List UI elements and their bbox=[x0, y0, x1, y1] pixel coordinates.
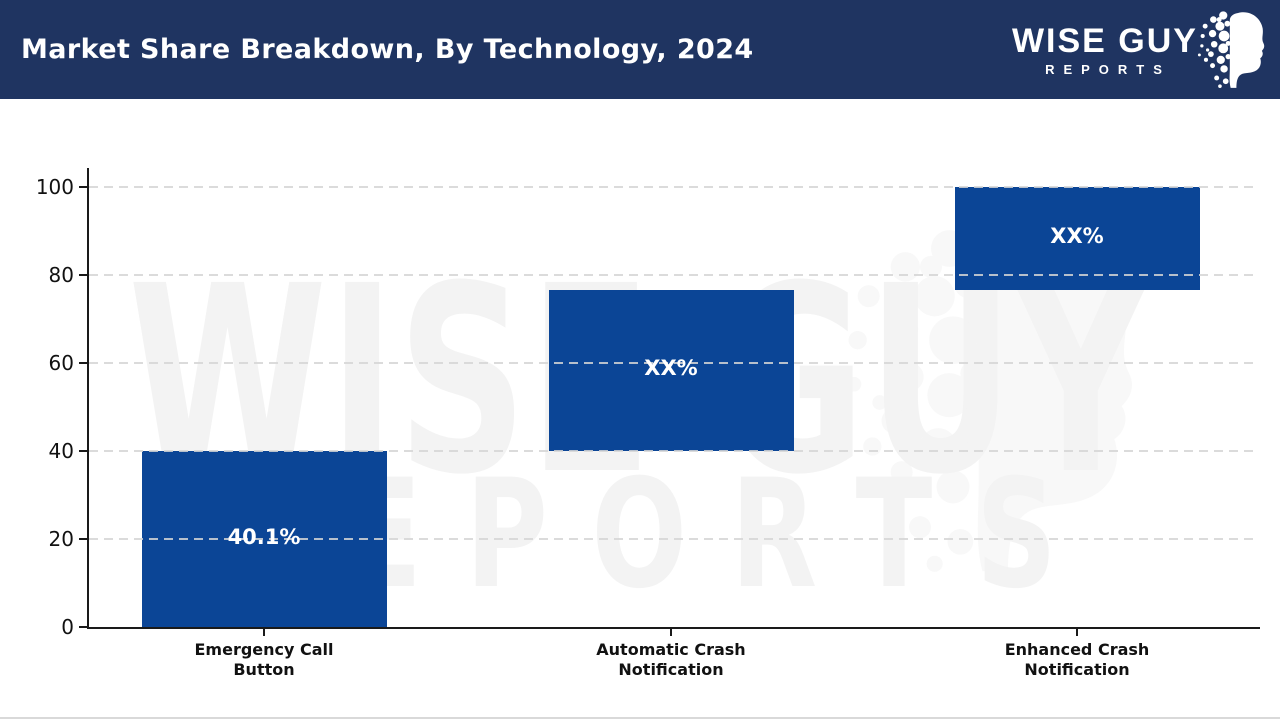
y-axis-line bbox=[87, 168, 89, 629]
chart-title: Market Share Breakdown, By Technology, 2… bbox=[21, 34, 754, 65]
y-tick-mark bbox=[79, 362, 87, 364]
y-tick-mark bbox=[79, 538, 87, 540]
x-category-label: Automatic Crash Notification bbox=[541, 640, 801, 680]
x-category-line1: Enhanced Crash bbox=[1004, 640, 1150, 659]
y-tick-mark bbox=[79, 186, 87, 188]
x-category-label: Emergency Call Button bbox=[134, 640, 394, 680]
x-category-line2: Notification bbox=[618, 660, 724, 679]
logo-wiseguy-label: WISE GUY bbox=[1011, 21, 1198, 60]
x-tick-mark bbox=[1076, 629, 1078, 636]
wiseguy-logo: WISE GUY REPORTS bbox=[1012, 6, 1266, 94]
header-bar: Market Share Breakdown, By Technology, 2… bbox=[0, 0, 1280, 99]
y-tick-label: 60 bbox=[48, 351, 74, 375]
wiseguy-head-watermark-icon bbox=[836, 230, 1133, 572]
bar-segment bbox=[548, 289, 794, 451]
logo-reports-label: REPORTS bbox=[1045, 61, 1171, 77]
y-tick-mark bbox=[79, 450, 87, 452]
y-tick-label: 20 bbox=[48, 527, 74, 551]
footer-divider bbox=[0, 717, 1280, 719]
bar-segment bbox=[954, 187, 1200, 290]
bar-value-label: 40.1% bbox=[227, 524, 301, 549]
x-tick-mark bbox=[670, 629, 672, 636]
y-tick-mark bbox=[79, 626, 87, 628]
y-tick-label: 0 bbox=[61, 615, 74, 639]
wiseguy-head-icon bbox=[1197, 11, 1265, 88]
bar-value-label: XX% bbox=[644, 356, 698, 381]
y-tick-label: 80 bbox=[48, 263, 74, 287]
x-axis-line bbox=[87, 627, 1260, 629]
gridline bbox=[89, 362, 1258, 364]
x-tick-mark bbox=[263, 629, 265, 636]
gridline bbox=[89, 274, 1258, 276]
y-tick-label: 40 bbox=[48, 439, 74, 463]
gridline bbox=[89, 538, 1258, 540]
x-category-line1: Automatic Crash bbox=[596, 640, 746, 659]
y-tick-mark bbox=[79, 274, 87, 276]
x-category-line2: Notification bbox=[1024, 660, 1130, 679]
gridline bbox=[89, 186, 1258, 188]
bar-value-label: XX% bbox=[1050, 224, 1104, 249]
x-category-label: Enhanced Crash Notification bbox=[947, 640, 1207, 680]
x-category-line2: Button bbox=[233, 660, 295, 679]
x-category-line1: Emergency Call bbox=[194, 640, 334, 659]
y-tick-label: 100 bbox=[35, 175, 74, 199]
gridline bbox=[89, 450, 1258, 452]
logo-text: WISE GUY REPORTS bbox=[1012, 24, 1198, 77]
